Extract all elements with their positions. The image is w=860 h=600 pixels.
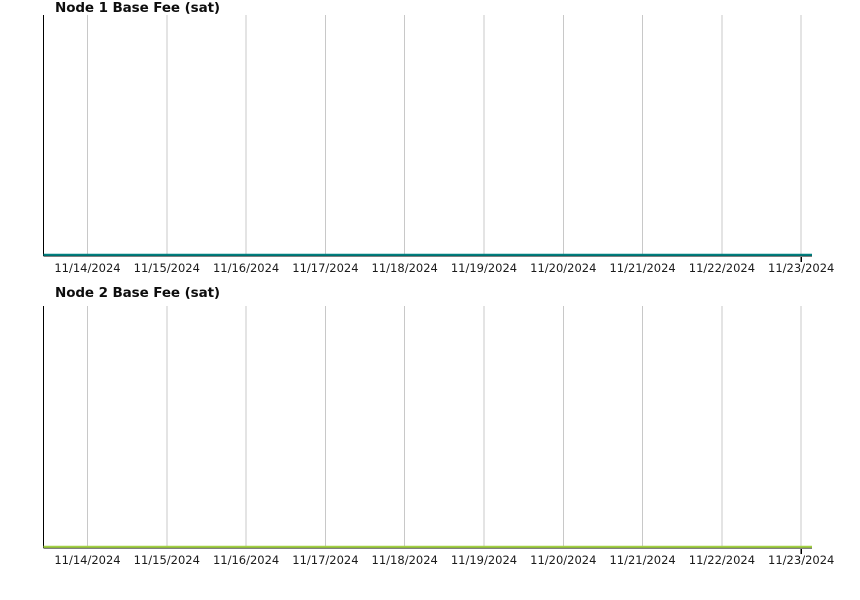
chart-title-node-1: Node 1 Base Fee (sat) <box>55 0 221 16</box>
x-axis-tick-label: 11/23/2024 <box>768 261 834 275</box>
chart-panel-node-2: Node 2 Base Fee (sat) 11/14/2024 11/15/20… <box>0 285 860 600</box>
plot-area-node-1: 11/14/2024 11/15/2024 11/16/2024 11/17/2024… <box>42 15 834 275</box>
x-axis-tick-label: 11/21/2024 <box>609 261 675 275</box>
x-axis-tick-label: 11/15/2024 <box>134 553 200 567</box>
x-axis-tick-label: 11/20/2024 <box>530 261 596 275</box>
x-axis-tick-label: 11/14/2024 <box>54 261 120 275</box>
x-axis-tick-label: 11/17/2024 <box>292 553 358 567</box>
x-axis-tick-label: 11/19/2024 <box>451 261 517 275</box>
x-axis-tick-label: 11/19/2024 <box>451 553 517 567</box>
x-axis-tick-label: 11/21/2024 <box>609 553 675 567</box>
x-axis-tick-label: 11/18/2024 <box>372 553 438 567</box>
x-axis-tick-label: 11/18/2024 <box>372 261 438 275</box>
plot-area-node-2: 11/14/2024 11/15/2024 11/16/2024 11/17/2024… <box>42 306 834 567</box>
x-axis-tick-label: 11/17/2024 <box>292 261 358 275</box>
x-axis-tick-label: 11/16/2024 <box>213 553 279 567</box>
chart-panel-node-1: Node 1 Base Fee (sat) 11/14/2024 11/15/20… <box>0 0 860 285</box>
x-axis-tick-label: 11/20/2024 <box>530 553 596 567</box>
x-axis-tick-label: 11/14/2024 <box>54 553 120 567</box>
x-axis-tick-label: 11/16/2024 <box>213 261 279 275</box>
x-axis-tick-label: 11/23/2024 <box>768 553 834 567</box>
x-axis-tick-label: 11/22/2024 <box>689 261 755 275</box>
x-axis-tick-label: 11/22/2024 <box>689 553 755 567</box>
chart-title-node-2: Node 2 Base Fee (sat) <box>55 285 221 301</box>
x-axis-tick-label: 11/15/2024 <box>134 261 200 275</box>
